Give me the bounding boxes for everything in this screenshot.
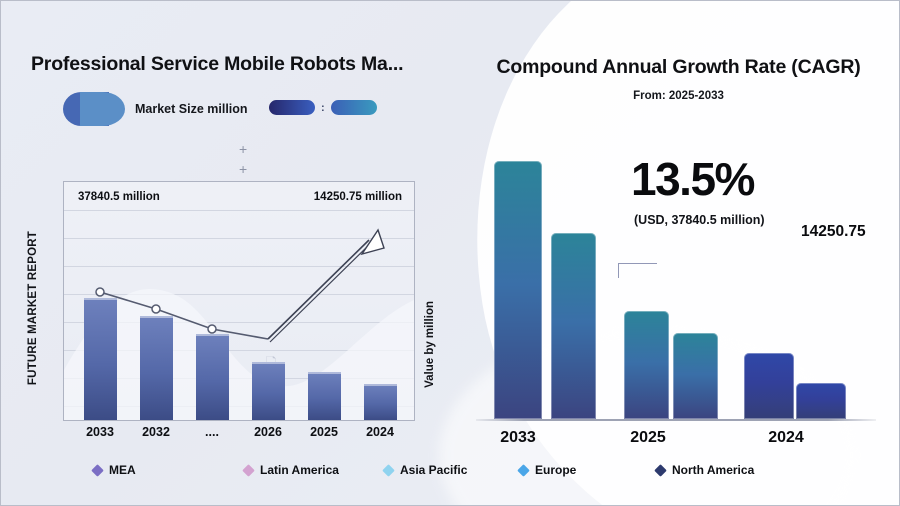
x-label-2032: 2032 (142, 425, 170, 439)
plus-icon-1: + (239, 141, 248, 157)
venn-circle-right (80, 92, 125, 126)
cagr-title: Compound Annual Growth Rate (CAGR) (496, 56, 861, 78)
x-label-2026: 2026 (254, 425, 282, 439)
legend-marker-icon (517, 463, 530, 477)
legend-item-mea[interactable]: MEA (91, 463, 136, 477)
page-title: Professional Service Mobile Robots Ma... (31, 53, 404, 75)
legend-marker-icon (382, 463, 395, 477)
left-chart-start-value: 37840.5 million (78, 191, 160, 203)
bar-2033 (84, 298, 117, 420)
chart-legend: MEA Latin America Asia Pacific Europe No… (1, 463, 899, 491)
legend-marker-icon (654, 463, 667, 477)
cagr-subtitle: From: 2025-2033 (633, 90, 724, 102)
right-chart-y-axis-label: Value by million (424, 301, 436, 388)
gridline (64, 238, 414, 239)
right-chart-value-label: 14250.75 (801, 223, 866, 240)
legend-label: MEA (109, 463, 136, 477)
x-label-2025: 2025 (310, 425, 338, 439)
legend-marker-icon (91, 463, 104, 477)
cagr-usd-note: (USD, 37840.5 million) (634, 213, 765, 227)
left-chart-x-axis-labels: 2033 2032 .... 2026 2025 2024 (63, 425, 415, 445)
legend-label: Latin America (260, 463, 339, 477)
plus-icon-2: + (239, 161, 248, 177)
right-chart-panel: Compound Annual Growth Rate (CAGR) From:… (424, 1, 899, 505)
rbar-2033-lower (551, 233, 596, 419)
cagr-value: 13.5% (631, 153, 755, 205)
right-chart-baseline (476, 419, 876, 421)
x-label-2033: 2033 (86, 425, 114, 439)
bar-ellipsis (196, 334, 229, 420)
growth-arrow (267, 228, 385, 343)
bar-2024 (364, 384, 397, 420)
venn-circles-icon (63, 92, 125, 126)
left-chart-bars (64, 182, 414, 420)
right-chart-x-axis-labels: 2033 2025 2024 (476, 429, 886, 451)
legend-marker-icon (242, 463, 255, 477)
bracket-marker (618, 263, 657, 278)
gridline (64, 322, 414, 323)
legend-label: Europe (535, 463, 577, 477)
bar-2025 (308, 372, 341, 420)
legend-label: North America (672, 463, 755, 477)
legend-pill-separator: : (321, 101, 325, 114)
legend-pill-pair: : (269, 100, 377, 115)
rx-label-2033: 2033 (500, 429, 536, 446)
right-chart-plot-area: 14250.75 (476, 141, 886, 421)
left-chart-panel: Professional Service Mobile Robots Ma...… (1, 1, 456, 505)
left-chart-trend-line (95, 228, 385, 343)
gridline (64, 266, 414, 267)
left-chart-y-axis-label: FUTURE MARKET REPORT (27, 231, 39, 386)
rx-label-2025: 2025 (630, 429, 666, 446)
decorative-plus-marks: + + (239, 139, 247, 179)
gridline (64, 294, 414, 295)
legend-item-asia-pacific[interactable]: Asia Pacific (382, 463, 468, 477)
bar-2032 (140, 316, 173, 420)
gridline (64, 210, 414, 211)
market-size-chip-label: Market Size million (135, 102, 248, 116)
x-label-2024: 2024 (366, 425, 394, 439)
rbar-2025-lower (673, 333, 718, 419)
legend-item-north-america[interactable]: North America (654, 463, 755, 477)
legend-item-latin-america[interactable]: Latin America (242, 463, 339, 477)
x-label-ellipsis: .... (205, 425, 219, 439)
rbar-2024-upper (744, 353, 794, 419)
left-chart-end-value: 14250.75 million (313, 191, 402, 203)
rbar-2024-lower (796, 383, 846, 419)
rbar-2025-upper (624, 311, 669, 419)
legend-item-europe[interactable]: Europe (517, 463, 577, 477)
legend-label: Asia Pacific (400, 463, 468, 477)
bar-2026 (252, 362, 285, 420)
legend-pill-teal (330, 100, 377, 115)
legend-pill-navy (269, 100, 315, 115)
gridline (64, 350, 414, 351)
left-chart-plot-area: 37840.5 million 14250.75 million 🗋 ▦ (63, 181, 415, 421)
rbar-2033-upper (494, 161, 542, 419)
rx-label-2024: 2024 (768, 429, 804, 446)
market-size-chip: Market Size million (63, 92, 248, 126)
